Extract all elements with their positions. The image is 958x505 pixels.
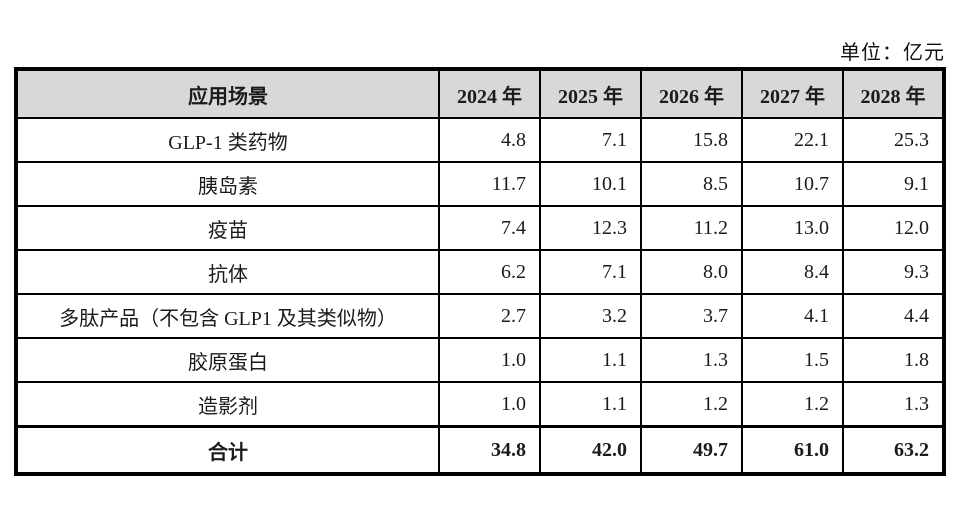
row-label: 胰岛素 — [15, 161, 440, 207]
table-cell: 11.2 — [640, 205, 743, 251]
col-header-2026: 2026 年 — [640, 68, 743, 119]
table-cell: 1.0 — [438, 381, 541, 428]
table-cell: 25.3 — [842, 117, 945, 163]
col-header-2027: 2027 年 — [741, 68, 844, 119]
table-cell: 22.1 — [741, 117, 844, 163]
table-row: 造影剂 1.0 1.1 1.2 1.2 1.3 — [15, 381, 945, 428]
table-cell: 4.8 — [438, 117, 541, 163]
table-cell: 61.0 — [741, 425, 844, 475]
table-cell: 4.4 — [842, 293, 945, 339]
table-cell: 7.1 — [539, 249, 642, 295]
table-cell: 34.8 — [438, 425, 541, 475]
table-cell: 8.0 — [640, 249, 743, 295]
table-cell: 1.1 — [539, 381, 642, 428]
row-label: 造影剂 — [15, 381, 440, 428]
table-cell: 8.4 — [741, 249, 844, 295]
table-cell: 7.4 — [438, 205, 541, 251]
table-cell: 2.7 — [438, 293, 541, 339]
table-row: 胰岛素 11.7 10.1 8.5 10.7 9.1 — [15, 161, 945, 207]
table-cell: 1.5 — [741, 337, 844, 383]
table-row: 多肽产品（不包含 GLP1 及其类似物） 2.7 3.2 3.7 4.1 4.4 — [15, 293, 945, 339]
table-cell: 1.2 — [640, 381, 743, 428]
table-cell: 12.3 — [539, 205, 642, 251]
table-cell: 9.1 — [842, 161, 945, 207]
table-cell: 7.1 — [539, 117, 642, 163]
table-row: GLP-1 类药物 4.8 7.1 15.8 22.1 25.3 — [15, 117, 945, 163]
table-cell: 49.7 — [640, 425, 743, 475]
table-cell: 42.0 — [539, 425, 642, 475]
table-cell: 3.7 — [640, 293, 743, 339]
table-cell: 9.3 — [842, 249, 945, 295]
table-cell: 6.2 — [438, 249, 541, 295]
table-cell: 10.1 — [539, 161, 642, 207]
table-cell: 1.2 — [741, 381, 844, 428]
table-cell: 1.1 — [539, 337, 642, 383]
table-row: 抗体 6.2 7.1 8.0 8.4 9.3 — [15, 249, 945, 295]
table-row: 胶原蛋白 1.0 1.1 1.3 1.5 1.8 — [15, 337, 945, 383]
row-label-total: 合计 — [15, 425, 440, 475]
table-cell: 1.3 — [842, 381, 945, 428]
header-row: 应用场景 2024 年 2025 年 2026 年 2027 年 2028 年 — [15, 68, 945, 119]
table-cell: 12.0 — [842, 205, 945, 251]
row-label: 疫苗 — [15, 205, 440, 251]
table-cell: 63.2 — [842, 425, 945, 475]
table-row: 疫苗 7.4 12.3 11.2 13.0 12.0 — [15, 205, 945, 251]
forecast-table: 应用场景 2024 年 2025 年 2026 年 2027 年 2028 年 … — [14, 67, 946, 476]
total-row: 合计 34.8 42.0 49.7 61.0 63.2 — [15, 425, 945, 475]
row-label: 多肽产品（不包含 GLP1 及其类似物） — [15, 293, 440, 339]
col-header-2024: 2024 年 — [438, 68, 541, 119]
col-header-scenario: 应用场景 — [15, 68, 440, 119]
table-cell: 3.2 — [539, 293, 642, 339]
table-cell: 10.7 — [741, 161, 844, 207]
table-cell: 8.5 — [640, 161, 743, 207]
row-label: 胶原蛋白 — [15, 337, 440, 383]
table-cell: 4.1 — [741, 293, 844, 339]
table-cell: 11.7 — [438, 161, 541, 207]
col-header-2025: 2025 年 — [539, 68, 642, 119]
col-header-2028: 2028 年 — [842, 68, 945, 119]
table-cell: 1.3 — [640, 337, 743, 383]
row-label: GLP-1 类药物 — [15, 117, 440, 163]
unit-label: 单位：亿元 — [840, 42, 945, 64]
table-cell: 13.0 — [741, 205, 844, 251]
table-cell: 1.0 — [438, 337, 541, 383]
table-cell: 1.8 — [842, 337, 945, 383]
table-cell: 15.8 — [640, 117, 743, 163]
row-label: 抗体 — [15, 249, 440, 295]
